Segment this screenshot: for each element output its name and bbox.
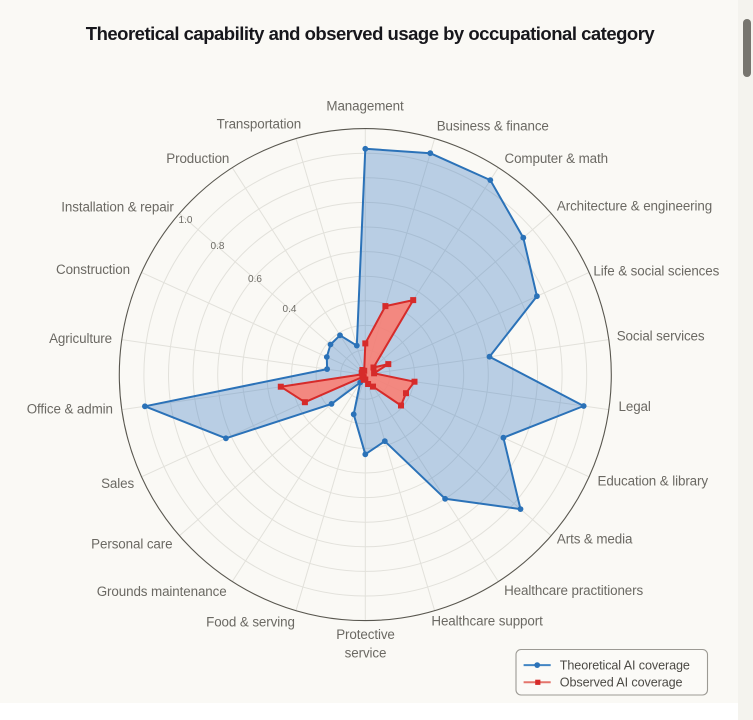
svg-text:0.6: 0.6 <box>248 274 262 285</box>
svg-text:Computer & math: Computer & math <box>505 151 608 166</box>
svg-text:Arts & media: Arts & media <box>557 532 633 547</box>
svg-text:Production: Production <box>166 151 229 166</box>
svg-text:Installation & repair: Installation & repair <box>61 200 174 215</box>
svg-text:Management: Management <box>326 99 404 114</box>
svg-text:Life & social sciences: Life & social sciences <box>593 263 719 278</box>
svg-text:Sales: Sales <box>101 476 134 491</box>
svg-text:1.0: 1.0 <box>179 215 193 226</box>
svg-text:Social services: Social services <box>617 328 705 343</box>
svg-text:Healthcare practitioners: Healthcare practitioners <box>504 583 643 598</box>
svg-text:Transportation: Transportation <box>217 116 301 131</box>
svg-text:Architecture & engineering: Architecture & engineering <box>557 199 712 214</box>
svg-text:Observed AI coverage: Observed AI coverage <box>560 676 683 690</box>
svg-text:Legal: Legal <box>619 399 651 414</box>
svg-text:Education & library: Education & library <box>598 474 709 489</box>
svg-text:Food & serving: Food & serving <box>206 615 295 630</box>
svg-text:Healthcare support: Healthcare support <box>431 614 543 629</box>
svg-text:0.8: 0.8 <box>211 241 225 252</box>
svg-text:Office & admin: Office & admin <box>27 401 113 416</box>
svg-text:Grounds maintenance: Grounds maintenance <box>97 584 227 599</box>
svg-text:Protective: Protective <box>336 627 395 642</box>
svg-text:Construction: Construction <box>56 262 130 277</box>
svg-text:service: service <box>345 646 387 661</box>
svg-text:Personal care: Personal care <box>91 536 172 551</box>
svg-text:Business & finance: Business & finance <box>437 119 549 134</box>
svg-text:Agriculture: Agriculture <box>49 331 112 346</box>
svg-text:0.4: 0.4 <box>283 304 297 315</box>
svg-text:Theoretical AI coverage: Theoretical AI coverage <box>560 658 690 672</box>
